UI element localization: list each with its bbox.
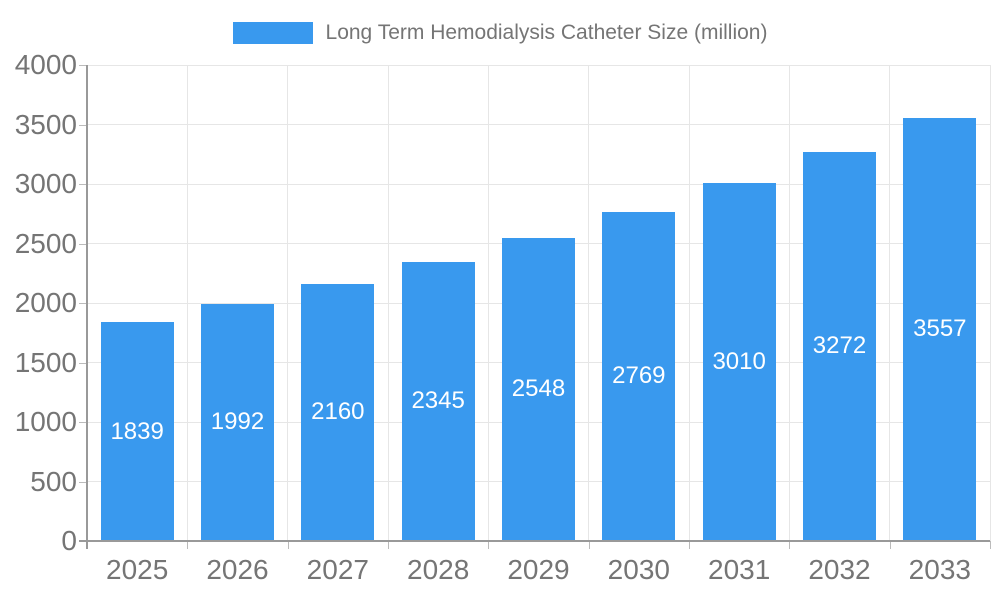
bar-2026[interactable]: 1992 xyxy=(201,303,274,541)
y-tick xyxy=(79,243,87,245)
bar-2033[interactable]: 3557 xyxy=(903,117,977,541)
y-tick xyxy=(79,303,87,304)
y-tick xyxy=(79,422,87,423)
bar-2025[interactable]: 1839 xyxy=(100,322,174,541)
x-axis-label-2031: 2031 xyxy=(708,554,771,585)
x-tick xyxy=(388,541,389,549)
y-axis-line xyxy=(86,65,88,549)
x-tick xyxy=(287,541,289,549)
x-gridline xyxy=(688,65,690,541)
x-gridline xyxy=(788,65,790,541)
bar-value-label: 3272 xyxy=(812,332,867,360)
bar-2029[interactable]: 2548 xyxy=(502,237,575,541)
x-axis-label-2033: 2033 xyxy=(908,554,971,585)
bar-value-label: 2160 xyxy=(311,398,365,426)
y-tick xyxy=(79,362,87,364)
x-tick xyxy=(689,541,690,549)
bar-value-label: 2345 xyxy=(411,387,465,415)
y-tick xyxy=(79,124,87,126)
y-tick xyxy=(79,481,87,483)
bar-2027[interactable]: 2160 xyxy=(301,283,375,541)
x-axis-label-2029: 2029 xyxy=(507,554,570,585)
x-axis-label-2028: 2028 xyxy=(407,554,470,585)
bar-value-label: 1992 xyxy=(210,408,265,436)
y-axis-label: 500 xyxy=(30,465,77,497)
y-axis-label: 1500 xyxy=(14,346,77,378)
x-tick xyxy=(588,541,590,549)
x-gridline xyxy=(889,65,891,541)
bar-value-label: 2769 xyxy=(612,362,666,390)
x-tick xyxy=(488,541,490,549)
bar-2031[interactable]: 3010 xyxy=(702,182,776,541)
y-gridline xyxy=(87,64,990,66)
legend-label[interactable]: Long Term Hemodialysis Catheter Size (mi… xyxy=(325,21,768,44)
plot-area: 1839 1992 2160 2345 2548 2769 3010 3272 3557 xyxy=(87,64,991,541)
y-axis-label: 2500 xyxy=(14,227,77,259)
y-tick xyxy=(79,65,87,66)
y-axis-label: 2000 xyxy=(14,287,77,318)
x-axis-label-2030: 2030 xyxy=(607,554,670,585)
x-tick xyxy=(889,541,891,549)
x-tick xyxy=(789,541,791,549)
x-gridline xyxy=(989,65,991,541)
bar-2032[interactable]: 3272 xyxy=(803,151,876,541)
bar-value-label: 1839 xyxy=(110,417,164,445)
bar-value-label: 3557 xyxy=(913,315,967,343)
y-axis-label: 1000 xyxy=(14,406,77,437)
y-gridline xyxy=(87,183,990,185)
y-axis-label: 4000 xyxy=(14,49,77,80)
x-axis-label-2032: 2032 xyxy=(808,554,871,585)
bar-2028[interactable]: 2345 xyxy=(401,261,475,541)
x-gridline xyxy=(186,65,188,541)
y-axis-label: 0 xyxy=(61,525,77,556)
x-gridline xyxy=(588,65,590,541)
bar-2030[interactable]: 2769 xyxy=(602,211,676,541)
x-tick xyxy=(990,541,991,549)
x-gridline xyxy=(387,65,389,541)
y-gridline xyxy=(87,124,990,125)
y-tick xyxy=(79,184,87,185)
x-tick xyxy=(187,541,189,549)
x-gridline xyxy=(487,65,489,541)
legend[interactable]: Long Term Hemodialysis Catheter Size (mi… xyxy=(0,21,1000,45)
bar-value-label: 2548 xyxy=(511,375,566,403)
x-axis-line xyxy=(79,540,990,542)
x-axis-label-2027: 2027 xyxy=(306,554,369,585)
bar-value-label: 3010 xyxy=(712,347,766,375)
x-gridline xyxy=(287,65,289,541)
x-axis-label-2025: 2025 xyxy=(106,554,169,585)
y-axis-label: 3000 xyxy=(14,168,77,199)
legend-swatch[interactable] xyxy=(232,22,313,44)
y-axis-label: 3500 xyxy=(14,108,77,140)
x-axis-label-2026: 2026 xyxy=(206,554,269,585)
